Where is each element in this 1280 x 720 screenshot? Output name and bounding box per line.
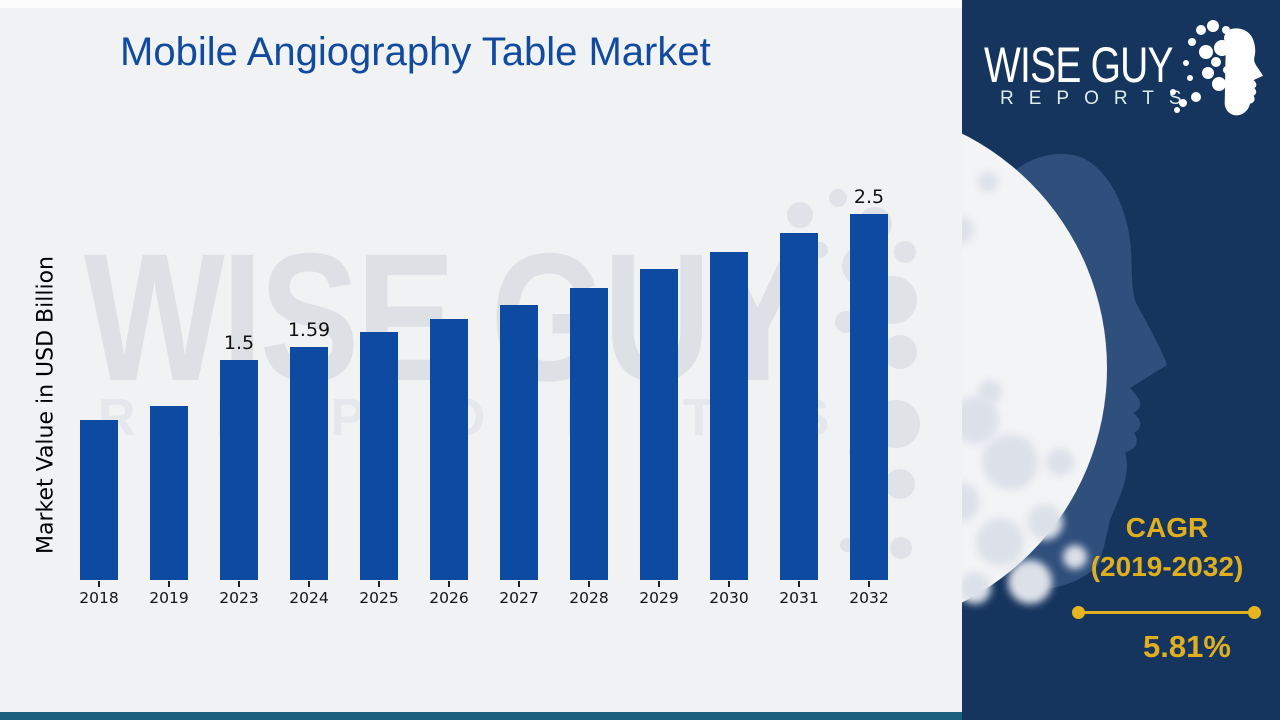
logo-face-dot — [1212, 77, 1226, 91]
watermark-dot — [787, 202, 813, 228]
x-axis-label-2018: 2018 — [79, 589, 119, 607]
logo-face-dot — [1222, 26, 1230, 34]
circle-blob — [1046, 448, 1074, 476]
cagr-line-right-dot — [1248, 606, 1261, 619]
logo-face-dot — [1207, 20, 1219, 32]
x-axis-tick — [168, 581, 170, 587]
x-axis-label-2032: 2032 — [849, 589, 889, 607]
cagr-value: 5.81% — [1143, 629, 1231, 664]
logo-face-dot — [1170, 89, 1176, 95]
x-axis-tick — [378, 581, 380, 587]
x-axis-label-2030: 2030 — [709, 589, 749, 607]
circle-blob — [962, 572, 991, 604]
brand-side-panel: WISE GUY REPORTS CAGR (2019-2032) 5.81% — [962, 0, 1280, 720]
logo-face-dot — [1202, 67, 1214, 79]
x-axis-label-2028: 2028 — [569, 589, 609, 607]
cagr-underline — [1072, 606, 1261, 619]
y-axis-label: Market Value in USD Billion — [33, 255, 59, 555]
x-axis-tick — [308, 581, 310, 587]
x-axis-label-2029: 2029 — [639, 589, 679, 607]
logo-head-icon — [1224, 28, 1264, 116]
bar-2018 — [80, 420, 118, 580]
logo-face-dot — [1183, 60, 1189, 66]
watermark-dot — [885, 469, 915, 499]
x-axis-label-2023: 2023 — [219, 589, 259, 607]
cagr-range: (2019-2032) — [1090, 551, 1244, 582]
x-axis-tick — [798, 581, 800, 587]
x-axis-tick — [518, 581, 520, 587]
circle-blob — [1063, 545, 1087, 569]
bar-2019 — [150, 406, 188, 580]
logo-face-dot — [1196, 25, 1206, 35]
circle-blob — [1008, 560, 1052, 604]
bar-2028 — [570, 288, 608, 580]
x-axis-tick — [588, 581, 590, 587]
bar-2027 — [500, 305, 538, 580]
x-axis-tick — [868, 581, 870, 587]
bar-2023 — [220, 360, 258, 580]
cagr-heading: CAGR — [1125, 512, 1209, 543]
cagr-line-left-dot — [1072, 606, 1085, 619]
top-strip — [0, 0, 962, 8]
bottom-strip — [0, 712, 1280, 720]
bar-2030 — [710, 252, 748, 580]
logo-face-dot — [1187, 75, 1193, 81]
x-axis-tick — [98, 581, 100, 587]
x-axis-label-2019: 2019 — [149, 589, 189, 607]
x-axis-label-2031: 2031 — [779, 589, 819, 607]
x-axis-label-2026: 2026 — [429, 589, 469, 607]
logo-face-dot — [1179, 99, 1187, 107]
circle-blob — [978, 380, 1002, 404]
circle-blob — [976, 518, 1024, 566]
watermark-dot — [890, 537, 912, 559]
bar-value-label-2023: 1.5 — [223, 332, 255, 354]
watermark-dot — [883, 335, 917, 369]
bar-2031 — [780, 233, 818, 580]
x-axis-label-2025: 2025 — [359, 589, 399, 607]
circle-blob — [962, 482, 980, 522]
x-axis-label-2027: 2027 — [499, 589, 539, 607]
circle-blob — [978, 172, 998, 192]
bar-2032 — [850, 214, 888, 580]
watermark-dot — [829, 189, 847, 207]
x-axis-tick — [728, 581, 730, 587]
circle-blob — [1027, 504, 1063, 540]
logo-face-dot — [1199, 45, 1213, 59]
page-title: Mobile Angiography Table Market — [120, 30, 711, 74]
logo-face-dot — [1188, 38, 1196, 46]
x-axis-tick — [448, 581, 450, 587]
x-axis-label-2024: 2024 — [289, 589, 329, 607]
logo-wiseguy-text: WISE GUY — [984, 37, 1174, 93]
logo-face-dot — [1174, 107, 1180, 113]
circle-blob — [962, 216, 974, 244]
logo-face-dot — [1211, 57, 1221, 67]
circle-blob — [982, 434, 1038, 490]
x-axis-tick — [658, 581, 660, 587]
watermark-dot — [894, 241, 916, 263]
logo-reports-text: REPORTS — [1000, 88, 1197, 109]
logo-face-dot — [1191, 92, 1201, 102]
bar-2026 — [430, 319, 468, 580]
bar-2024 — [290, 347, 328, 580]
circle-blob — [962, 396, 999, 444]
bar-2025 — [360, 332, 398, 580]
bar-value-label-2024: 1.59 — [287, 319, 331, 341]
bar-2029 — [640, 269, 678, 580]
bar-value-label-2032: 2.5 — [853, 186, 885, 208]
x-axis-tick — [238, 581, 240, 587]
